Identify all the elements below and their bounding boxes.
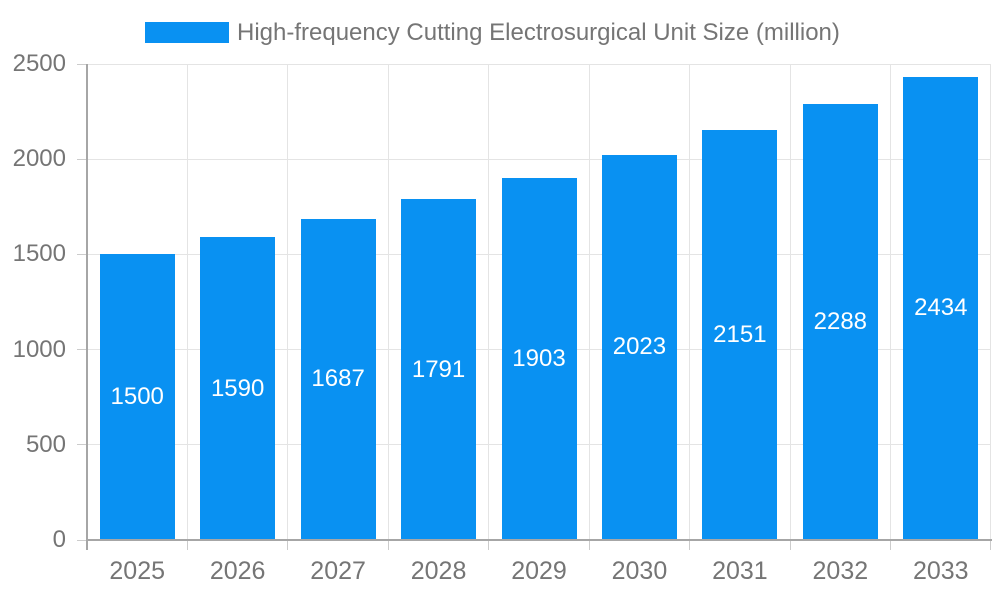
- x-axis-tick-label: 2029: [511, 557, 567, 585]
- plot-area: 1500 1590 1687 1791 1903 2023 2151 2288 2434: [77, 63, 992, 550]
- bar-2030: 2023: [601, 154, 677, 540]
- x-axis-tick-label: 2032: [812, 557, 869, 585]
- bar-value-label: 2288: [813, 308, 868, 336]
- x-axis-tick: [287, 540, 289, 550]
- y-axis-tick-label: 500: [25, 430, 66, 458]
- y-axis-tick: [77, 539, 87, 541]
- bar-2025: 1500: [99, 254, 175, 540]
- y-axis-tick: [77, 444, 87, 446]
- chart-legend: High-frequency Cutting Electrosurgical U…: [145, 19, 840, 46]
- bar-value-label: 2023: [612, 333, 667, 361]
- bar-value-label: 1903: [512, 344, 566, 372]
- bar-2027: 1687: [300, 218, 376, 540]
- x-axis-tick-label: 2026: [209, 557, 266, 585]
- y-axis-tick-label: 2000: [12, 145, 66, 173]
- v-gridline: [689, 64, 691, 540]
- bar-value-label: 2151: [713, 321, 767, 349]
- v-gridline: [989, 64, 991, 540]
- y-axis-tick-label: 1000: [12, 335, 66, 363]
- x-axis-tick-label: 2028: [410, 557, 467, 585]
- x-axis-tick-label: 2027: [310, 557, 366, 585]
- y-axis-line: [86, 64, 88, 550]
- v-gridline: [789, 64, 791, 540]
- h-gridline: [87, 63, 991, 65]
- bar-2033: 2434: [903, 76, 979, 540]
- bar-value-label: 1500: [110, 383, 164, 411]
- bar-2031: 2151: [702, 130, 778, 540]
- x-axis-tick-label: 2030: [611, 557, 668, 585]
- v-gridline: [287, 64, 289, 540]
- x-axis-tick: [488, 540, 490, 550]
- v-gridline: [588, 64, 590, 540]
- x-axis-tick: [186, 540, 188, 550]
- x-axis-tick: [989, 540, 991, 550]
- x-axis-tick-label: 2025: [109, 557, 166, 585]
- bar-value-label: 1590: [210, 374, 265, 402]
- y-axis-tick: [77, 158, 87, 160]
- bar-value-label: 1791: [411, 355, 466, 383]
- y-axis-tick-label: 2500: [12, 50, 66, 77]
- x-axis-tick: [789, 540, 791, 550]
- bar-2026: 1590: [200, 237, 276, 540]
- y-axis-tick-label: 0: [52, 526, 66, 553]
- x-axis-tick-label: 2031: [712, 557, 768, 585]
- legend-label: High-frequency Cutting Electrosurgical U…: [237, 19, 840, 46]
- y-axis-tick: [77, 349, 87, 351]
- y-axis-tick: [77, 253, 87, 255]
- v-gridline: [488, 64, 490, 540]
- bar-value-label: 1687: [311, 365, 365, 393]
- v-gridline: [186, 64, 188, 540]
- h-gridline: [87, 158, 991, 160]
- x-axis-tick-label: 2033: [912, 557, 969, 585]
- x-axis-tick: [890, 540, 892, 550]
- bar-2029: 1903: [501, 177, 577, 540]
- y-axis-tick-label: 1500: [12, 240, 66, 268]
- x-axis-tick: [588, 540, 590, 550]
- x-axis-line: [86, 539, 992, 541]
- v-gridline: [387, 64, 389, 540]
- x-axis-tick: [387, 540, 389, 550]
- bar-value-label: 2434: [914, 294, 968, 322]
- bar-2028: 1791: [401, 199, 477, 540]
- x-axis-tick: [689, 540, 691, 550]
- v-gridline: [890, 64, 892, 540]
- y-axis-tick: [77, 63, 87, 65]
- legend-swatch-icon: [145, 22, 229, 43]
- bar-2032: 2288: [802, 104, 878, 540]
